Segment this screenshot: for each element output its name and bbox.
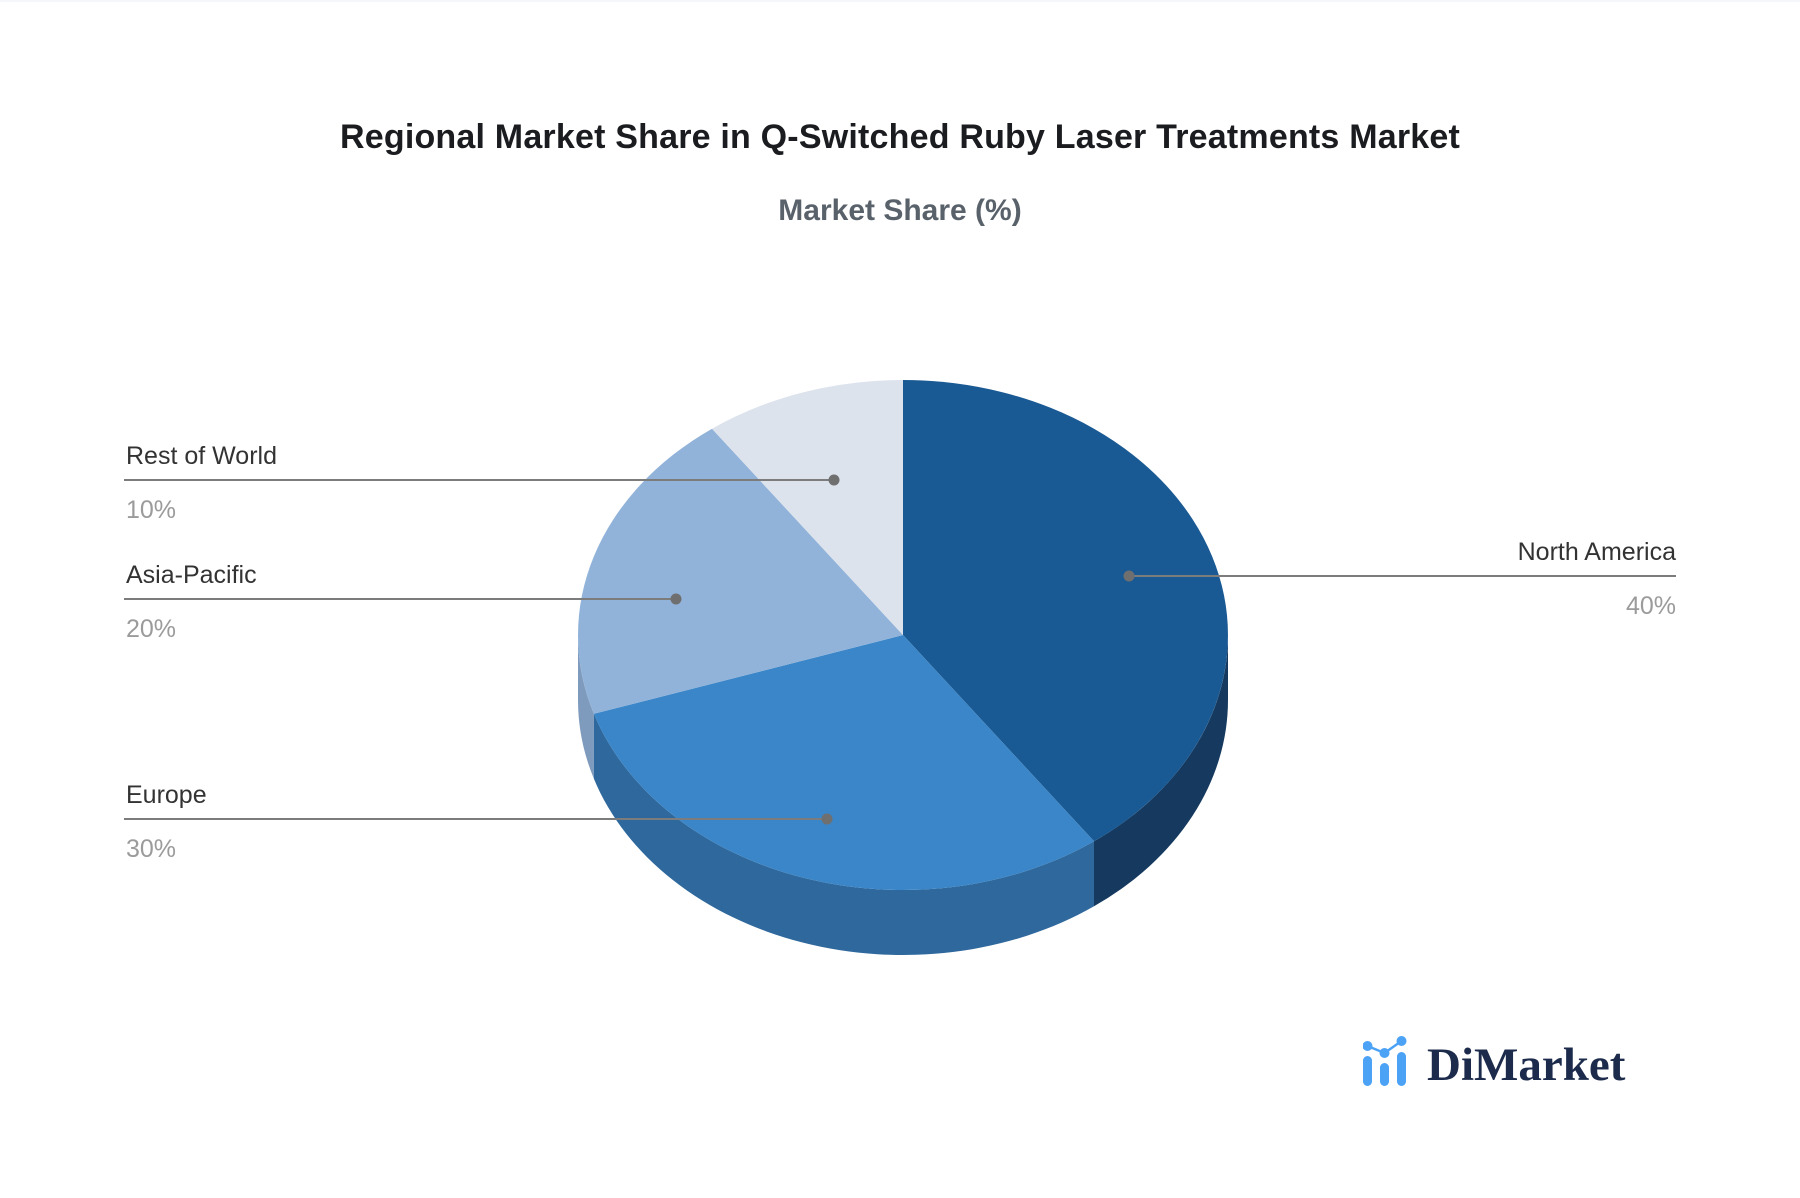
logo-bar-1 (1363, 1056, 1372, 1086)
slice-label-rest-of-world: Rest of World (126, 442, 277, 470)
slice-label-north-america: North America (1518, 538, 1676, 566)
logo-dot-3 (1396, 1036, 1407, 1046)
slice-label-europe: Europe (126, 781, 207, 809)
chart-subtitle: Market Share (%) (778, 194, 1022, 227)
leader-dot-north-america (1123, 570, 1135, 582)
logo-bar-2 (1380, 1063, 1389, 1086)
pie-slice-side-europe (593, 713, 1094, 955)
slice-percent-north-america: 40% (1626, 592, 1676, 620)
pie-slice-north-america[interactable] (903, 380, 1228, 842)
slice-label-asia-pacific: Asia-Pacific (126, 561, 257, 589)
callout-rest-of-world: Rest of World 10% (124, 442, 840, 524)
leader-dot-europe (821, 813, 833, 825)
callout-europe: Europe 30% (124, 781, 833, 863)
callout-asia-pacific: Asia-Pacific 20% (124, 561, 682, 643)
brand-logo: DiMarket (1362, 1036, 1626, 1095)
pie-slice-europe[interactable] (593, 635, 1094, 890)
pie-slice-asia-pacific[interactable] (578, 428, 903, 714)
brand-logo-icon (1362, 1036, 1413, 1095)
brand-logo-text: DiMarket (1427, 1039, 1626, 1091)
pie-slice-side-asia-pacific (578, 635, 594, 779)
slice-percent-asia-pacific: 20% (126, 615, 176, 643)
logo-dot-1 (1362, 1041, 1373, 1051)
callout-north-america: North America 40% (1123, 538, 1676, 620)
slice-percent-europe: 30% (126, 835, 176, 863)
leader-dot-asia-pacific (670, 593, 682, 605)
slice-percent-rest-of-world: 10% (126, 496, 176, 524)
logo-bar-3 (1397, 1052, 1406, 1086)
leader-dot-rest-of-world (828, 474, 840, 486)
pie-slice-side-north-america (1094, 635, 1228, 907)
chart-title: Regional Market Share in Q-Switched Ruby… (339, 118, 1460, 156)
logo-dot-2 (1379, 1048, 1390, 1058)
pie-slice-rest-of-world[interactable] (712, 380, 903, 635)
